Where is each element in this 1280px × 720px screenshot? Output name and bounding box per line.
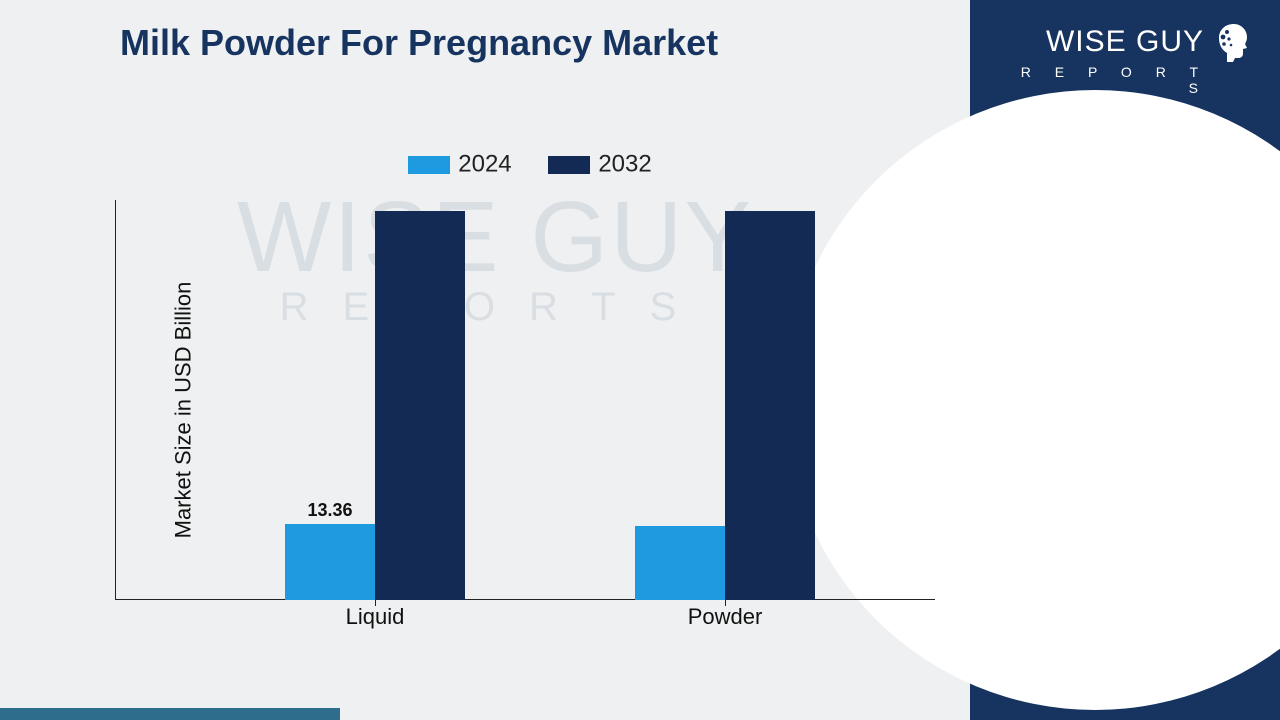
bar xyxy=(375,211,465,600)
legend-label-2032: 2032 xyxy=(598,151,651,178)
plot-area: 13.36 Liquid Powder xyxy=(115,200,935,630)
head-profile-icon xyxy=(1210,22,1250,62)
bar-group: 13.36 xyxy=(285,211,465,600)
legend-swatch-2032 xyxy=(548,156,590,174)
bar xyxy=(725,211,815,600)
logo-line2: R E P O R T S xyxy=(1000,64,1250,96)
bar-value-label: 13.36 xyxy=(285,500,375,521)
bar: 13.36 xyxy=(285,524,375,600)
bar-chart: 2024 2032 Market Size in USD Billion 13.… xyxy=(95,150,935,670)
y-axis xyxy=(115,200,116,600)
logo-line1: WISE GUY xyxy=(1046,25,1204,59)
legend-label-2024: 2024 xyxy=(458,151,511,178)
x-axis-category-label: Powder xyxy=(688,604,763,630)
bottom-accent-bar xyxy=(0,708,340,720)
canvas: Milk Powder For Pregnancy Market WISE GU… xyxy=(0,0,1280,720)
legend-swatch-2024 xyxy=(408,156,450,174)
brand-logo: WISE GUY R E P O R T S xyxy=(1000,22,1250,96)
bar-group xyxy=(635,211,815,600)
bar xyxy=(635,526,725,600)
chart-title: Milk Powder For Pregnancy Market xyxy=(120,22,718,64)
logo-text-main: WISE GUY xyxy=(1046,22,1250,62)
x-axis-category-label: Liquid xyxy=(346,604,405,630)
chart-legend: 2024 2032 xyxy=(95,150,935,179)
